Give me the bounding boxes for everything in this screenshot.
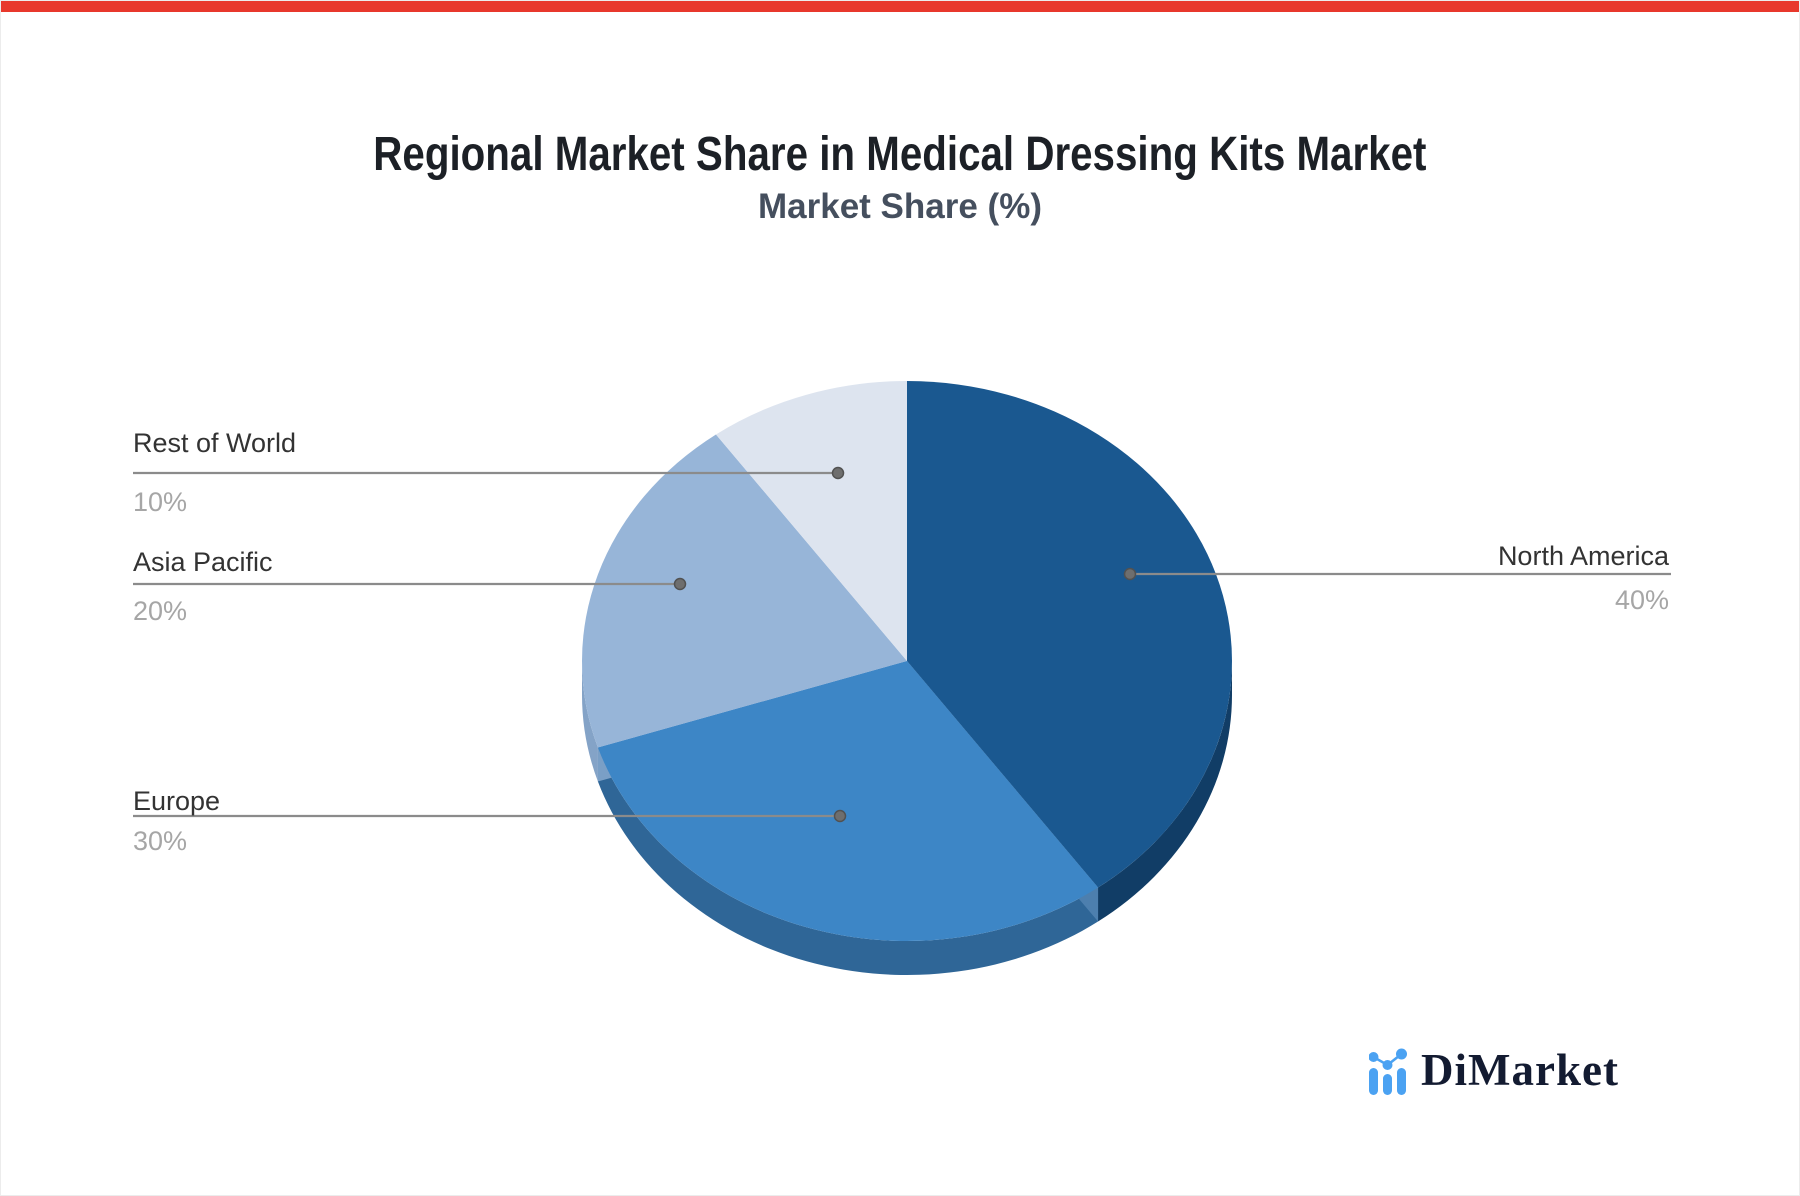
pie-slice-north-america[interactable] [907, 381, 1232, 888]
pie-slice-europe[interactable] [597, 661, 1099, 941]
callout-label-asia-pacific: Asia Pacific [133, 547, 273, 577]
callout-value-asia-pacific: 20% [133, 596, 188, 626]
pie-slice-asia-pacific-side [582, 661, 598, 782]
dimarket-logo: DiMarket [1369, 1045, 1619, 1095]
callout-value-europe: 30% [133, 826, 188, 856]
leader-dot-rest-of-world [831, 466, 845, 480]
bar-line-chart-icon [1369, 1048, 1407, 1095]
pie-slice-rest-of-world[interactable] [715, 381, 907, 661]
chart-subtitle: Market Share (%) [758, 187, 1042, 226]
pie-slice-asia-pacific[interactable] [582, 434, 907, 748]
top-accent-bar [1, 1, 1799, 12]
callout-value-rest-of-world: 10% [133, 487, 188, 517]
callout-label-europe: Europe [133, 786, 221, 816]
chart-title-text: Regional Market Share in Medical Dressin… [373, 128, 1427, 181]
leader-dot-north-america [1123, 567, 1137, 581]
pie-slice-north-america-side [1098, 661, 1232, 922]
callout-value-north-america: 40% [1614, 585, 1669, 615]
leader-dot-europe [833, 809, 847, 823]
chart-title: Regional Market Share in Medical Dressin… [1, 127, 1799, 182]
callout-label-north-america: North America [1497, 541, 1669, 571]
callout-label-rest-of-world: Rest of World [133, 428, 297, 458]
pie-slice-europe-side [597, 747, 1099, 975]
logo-text: DiMarket [1421, 1045, 1619, 1095]
leader-dot-asia-pacific [673, 577, 687, 591]
